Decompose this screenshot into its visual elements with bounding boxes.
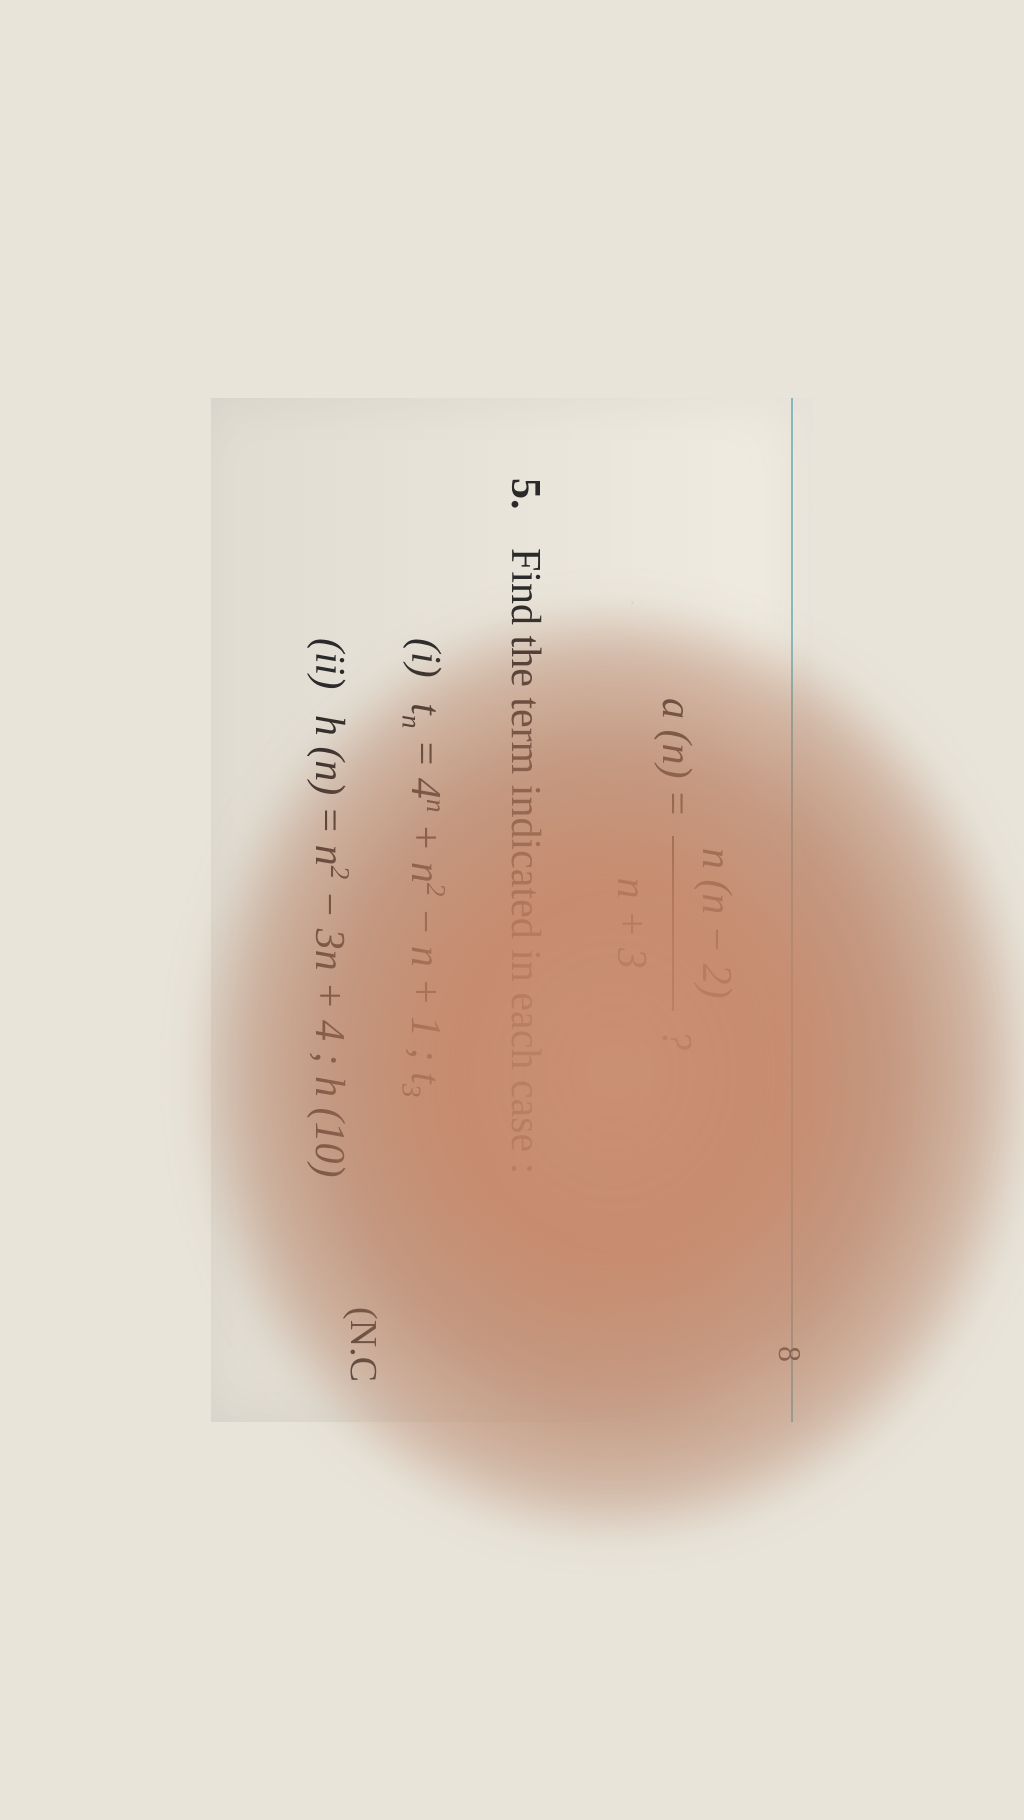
item-i-eq: = 4: [402, 728, 448, 798]
rotated-page-container: 8 a (n) = n (n − 2) n + 3 ? 5. Find the …: [0, 398, 1024, 1422]
fraction: n (n − 2) n + 3: [592, 836, 753, 1011]
paper-content: 8 a (n) = n (n − 2) n + 3 ? 5. Find the …: [211, 398, 814, 1422]
formula-lhs: a (n): [653, 698, 699, 778]
top-formula: a (n) = n (n − 2) n + 3 ?: [592, 478, 753, 1342]
item-ii-sup: 2: [325, 866, 355, 880]
item-i-formula: tn = 4n + n2 − n + 1 ; t3: [402, 703, 448, 1097]
item-ii-prefix: h (n) = n: [306, 715, 352, 866]
item-i-t: t: [402, 703, 448, 715]
item-i-sup2: 2: [421, 883, 451, 897]
formula-trailing: ?: [653, 1029, 699, 1050]
item-label-ii: (ii): [306, 638, 352, 689]
question-text: Find the term indicated in each case :: [487, 548, 563, 1174]
formula-equals: =: [653, 789, 699, 828]
item-i-sub3: 3: [396, 1084, 426, 1098]
top-page-marker: 8: [771, 1346, 808, 1362]
question-number: 5.: [487, 478, 563, 528]
item-ii-tail: − 3n + 4 ; h (10): [306, 879, 352, 1177]
fraction-denominator: n + 3: [592, 866, 672, 981]
item-i-mid: + n: [402, 812, 448, 882]
item-ii-formula: h (n) = n2 − 3n + 4 ; h (10): [306, 715, 352, 1178]
item-i-sup-n: n: [421, 799, 451, 813]
fraction-numerator: n (n − 2): [672, 836, 754, 1011]
math-content: a (n) = n (n − 2) n + 3 ? 5. Find the te…: [291, 478, 754, 1342]
question-line: 5. Find the term indicated in each case …: [487, 478, 563, 1342]
sub-item-ii: (ii) h (n) = n2 − 3n + 4 ; h (10): [291, 478, 367, 1342]
item-label-i: (i): [402, 638, 448, 678]
sub-item-i: (i) tn = 4n + n2 − n + 1 ; t3: [386, 478, 462, 1342]
item-i-sub-n: n: [396, 715, 426, 729]
ruled-line: [791, 398, 793, 1422]
item-i-tail: − n + 1 ; t: [402, 896, 448, 1083]
